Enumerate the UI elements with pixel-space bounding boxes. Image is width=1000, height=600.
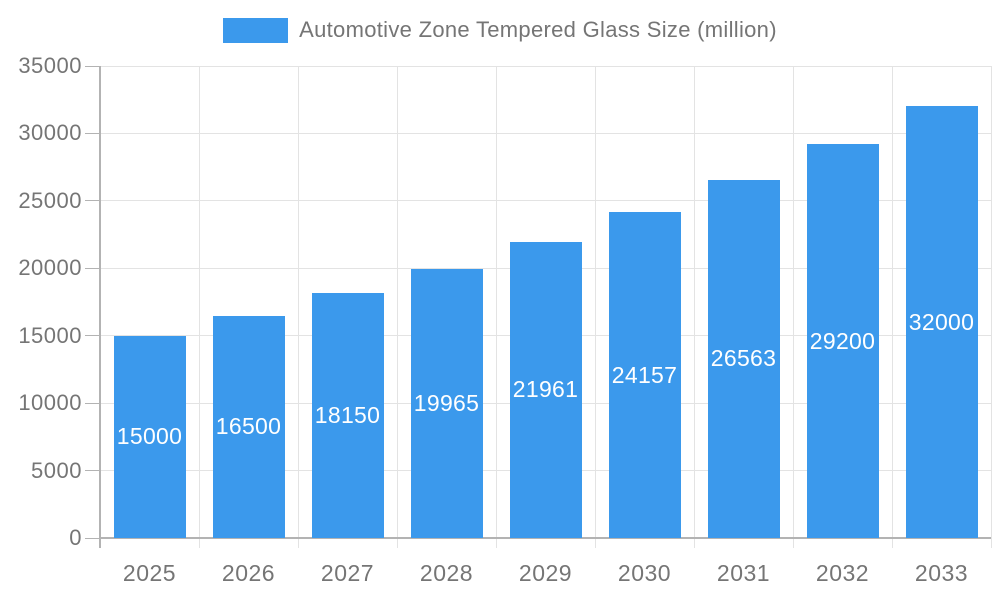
bar-value-label: 29200 — [809, 327, 876, 354]
x-tick-label: 2026 — [221, 560, 276, 586]
y-tick-label: 10000 — [18, 390, 82, 416]
legend-item[interactable]: Automotive Zone Tempered Glass Size (mil… — [0, 17, 1000, 43]
bar-value-label: 24157 — [611, 361, 678, 388]
bar: 19965 — [410, 268, 483, 538]
y-axis-tick — [85, 132, 100, 134]
x-tick-label: 2033 — [914, 560, 969, 586]
bar: 15000 — [113, 335, 186, 538]
bar: 16500 — [212, 315, 285, 538]
bar: 29200 — [806, 144, 879, 538]
bar-value-label: 21961 — [512, 376, 579, 403]
x-tick-label: 2028 — [419, 560, 474, 586]
bar: 21961 — [509, 241, 582, 538]
y-axis-tick — [85, 267, 100, 269]
legend-label: Automotive Zone Tempered Glass Size (mil… — [299, 17, 777, 42]
legend-swatch-icon — [223, 17, 289, 43]
bar-value-label: 32000 — [908, 308, 975, 335]
y-axis-tick — [85, 402, 100, 404]
gridline-vertical — [297, 66, 299, 548]
bar-value-label: 18150 — [314, 402, 381, 429]
gridline-vertical — [396, 66, 398, 548]
gridline-vertical — [792, 66, 794, 548]
y-tick-label: 35000 — [18, 53, 82, 78]
y-axis-tick — [85, 537, 100, 539]
y-axis-line — [99, 66, 101, 548]
y-tick-label: 25000 — [18, 187, 82, 213]
x-tick-label: 2025 — [122, 560, 177, 586]
gridline-horizontal — [100, 65, 991, 67]
bar: 18150 — [311, 293, 384, 538]
bar-value-label: 26563 — [710, 345, 777, 372]
x-axis-line — [100, 537, 991, 539]
gridline-vertical — [990, 66, 992, 548]
x-tick-label: 2027 — [320, 560, 375, 586]
gridline-vertical — [495, 66, 497, 548]
bar: 32000 — [905, 106, 978, 538]
y-axis-tick — [85, 65, 100, 67]
gridline-vertical — [693, 66, 695, 548]
x-tick-label: 2030 — [617, 560, 672, 586]
gridline-vertical — [594, 66, 596, 548]
y-tick-label: 20000 — [18, 255, 82, 281]
gridline-horizontal — [100, 200, 991, 202]
bar-value-label: 15000 — [116, 423, 183, 450]
y-axis-tick — [85, 200, 100, 202]
plot-area: 0 5000 10000 15000 20000 25000 30000 35000 15000… — [18, 54, 992, 586]
x-tick-label: 2031 — [716, 560, 771, 586]
y-tick-label: 0 — [69, 525, 82, 550]
bar-value-label: 16500 — [215, 413, 282, 440]
y-tick-label: 15000 — [18, 322, 82, 348]
x-tick-label: 2032 — [815, 560, 870, 586]
y-tick-label: 5000 — [31, 457, 82, 483]
bar: 24157 — [608, 212, 681, 538]
gridline-vertical — [891, 66, 893, 548]
bar: 26563 — [707, 179, 780, 538]
gridline-horizontal — [100, 132, 991, 134]
y-axis-tick — [85, 335, 100, 337]
x-tick-label: 2029 — [518, 560, 573, 586]
gridline-vertical — [198, 66, 200, 548]
y-axis-tick — [85, 470, 100, 472]
bar-value-label: 19965 — [413, 389, 480, 416]
y-tick-label: 30000 — [18, 120, 82, 146]
